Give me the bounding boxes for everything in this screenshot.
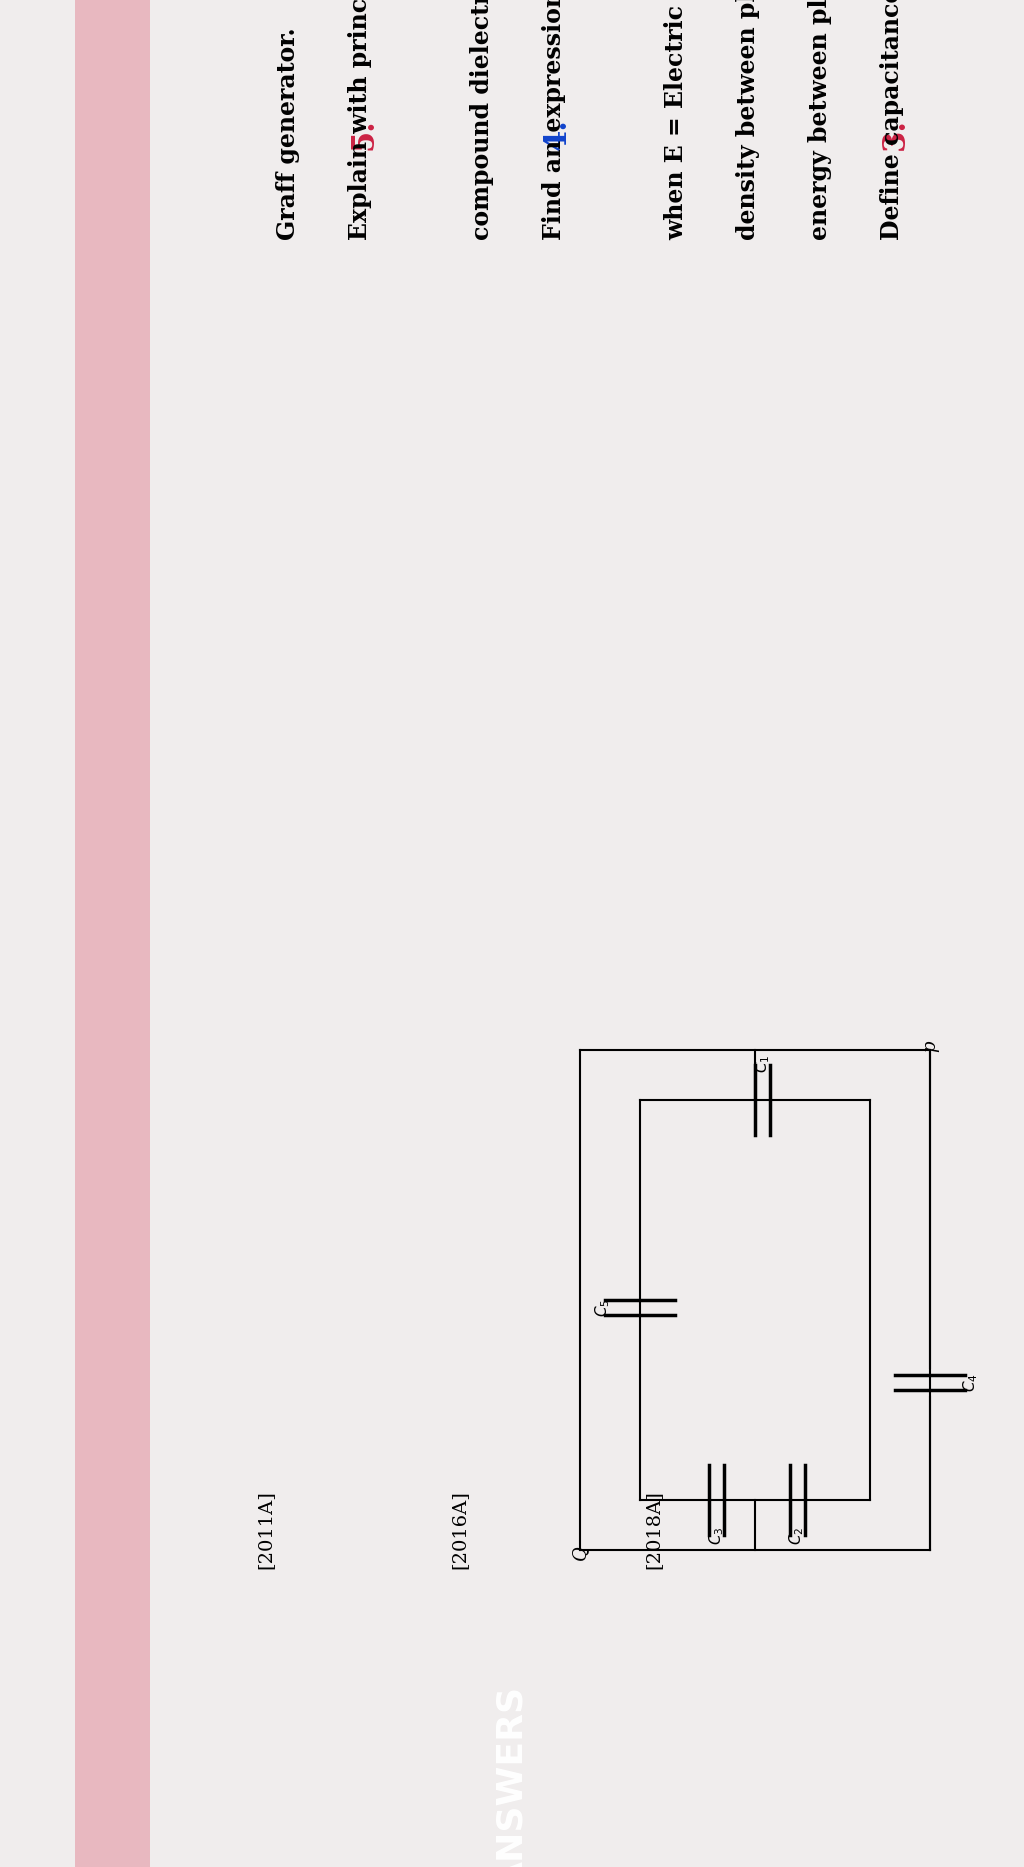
- Text: $C_3$: $C_3$: [708, 1527, 726, 1546]
- Text: p: p: [921, 1040, 939, 1051]
- Text: when E = Electric field between plates.: when E = Electric field between plates.: [664, 0, 688, 241]
- Text: compound dielectric.: compound dielectric.: [470, 0, 494, 241]
- Text: 4.: 4.: [542, 118, 573, 149]
- Text: $C_2$: $C_2$: [787, 1527, 806, 1546]
- Text: Find an expression for capacity of a parallel plate capacitor with: Find an expression for capacity of a par…: [542, 0, 566, 241]
- Text: $C_5$: $C_5$: [593, 1298, 611, 1316]
- Text: $C_4$: $C_4$: [962, 1372, 980, 1393]
- Text: ANSWERS: ANSWERS: [495, 1686, 529, 1867]
- Text: [2016A]: [2016A]: [450, 1490, 468, 1568]
- Text: Graff generator.: Graff generator.: [276, 28, 300, 241]
- Bar: [75, 0, 150, 1867]
- Text: Define capacitance of a capacitor. Derive expression for stored: Define capacitance of a capacitor. Deriv…: [880, 0, 904, 241]
- Text: 3.: 3.: [880, 118, 911, 149]
- Text: [2018A]: [2018A]: [644, 1490, 662, 1568]
- Text: energy between plates of parallel plate capacitor. Show that energy: energy between plates of parallel plate …: [808, 0, 831, 241]
- Text: Q: Q: [571, 1546, 589, 1561]
- Text: Explain with principle, the construction and working of van de: Explain with principle, the construction…: [348, 0, 372, 241]
- Text: [2011A]: [2011A]: [256, 1490, 274, 1568]
- Text: 5.: 5.: [348, 118, 379, 149]
- Text: $C_1$: $C_1$: [753, 1055, 772, 1074]
- Text: density between plates of the capacitor can be expressed as ½ε₀E²,: density between plates of the capacitor …: [736, 0, 760, 241]
